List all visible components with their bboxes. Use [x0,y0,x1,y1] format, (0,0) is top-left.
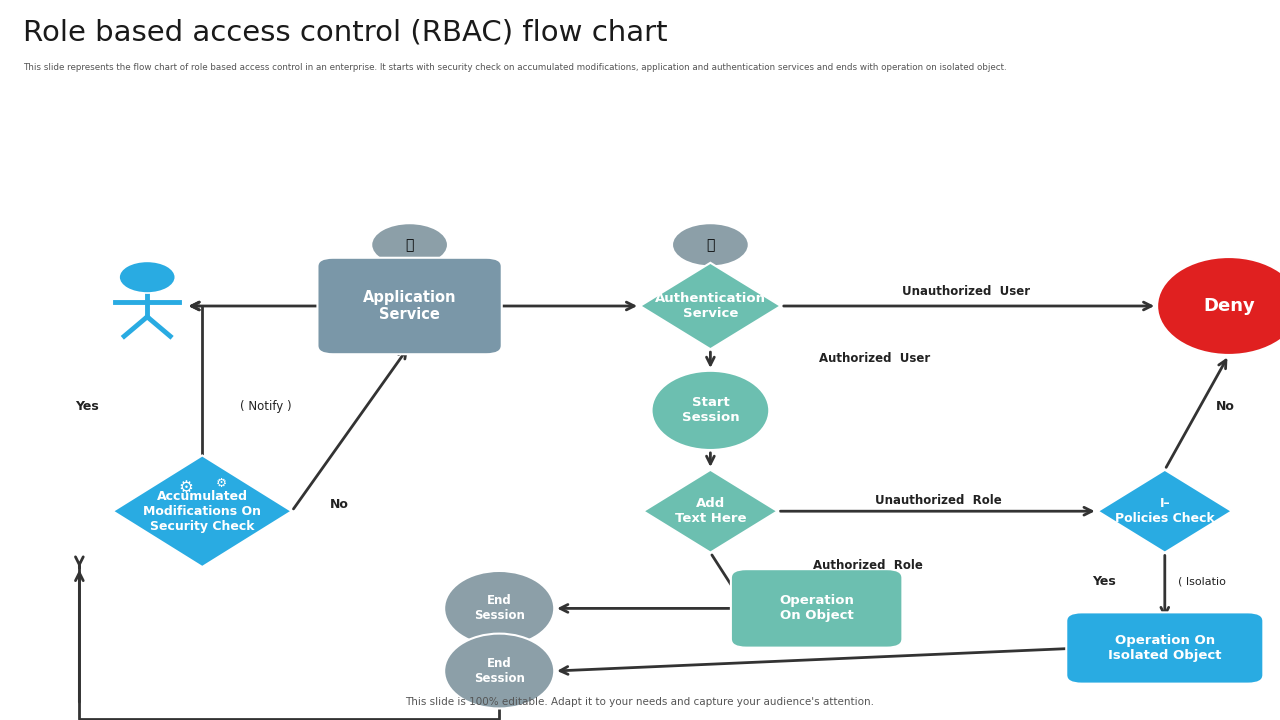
Text: Yes: Yes [76,400,99,413]
Polygon shape [644,470,778,553]
Text: End
Session: End Session [474,595,525,622]
Text: Operation On
Isolated Object: Operation On Isolated Object [1108,634,1221,662]
Text: ⚙: ⚙ [216,477,227,490]
FancyBboxPatch shape [731,569,902,648]
Text: Authorized  User: Authorized User [819,352,931,365]
Text: Deny: Deny [1203,297,1254,315]
Text: Start
Session: Start Session [681,397,740,424]
Text: ⚙: ⚙ [178,480,193,497]
Ellipse shape [444,634,554,708]
Text: Unauthorized  Role: Unauthorized Role [874,494,1002,507]
Text: This slide represents the flow chart of role based access control in an enterpri: This slide represents the flow chart of … [23,63,1006,73]
Text: Add
Text Here: Add Text Here [675,498,746,525]
FancyBboxPatch shape [317,258,502,354]
Text: Yes: Yes [1092,575,1116,588]
Circle shape [672,223,749,266]
Text: End
Session: End Session [474,657,525,685]
Circle shape [119,261,175,293]
Polygon shape [640,263,781,349]
Text: ( Isolatio: ( Isolatio [1178,577,1225,587]
Circle shape [371,223,448,266]
Text: ( Notify ): ( Notify ) [241,400,292,413]
Ellipse shape [1157,257,1280,355]
Text: This slide is 100% editable. Adapt it to your needs and capture your audience's : This slide is 100% editable. Adapt it to… [406,697,874,707]
Text: Unauthorized  User: Unauthorized User [902,285,1030,298]
Ellipse shape [652,371,769,450]
Text: 👤: 👤 [707,238,714,252]
Text: Accumulated
Modifications On
Security Check: Accumulated Modifications On Security Ch… [143,490,261,533]
Ellipse shape [444,571,554,646]
Text: Authorized  Role: Authorized Role [813,559,923,572]
Text: 🖥: 🖥 [406,238,413,252]
Polygon shape [113,455,292,567]
Text: I–
Policies Check: I– Policies Check [1115,498,1215,525]
Text: Operation
On Object: Operation On Object [780,595,854,622]
Text: No: No [330,498,349,510]
Text: No: No [1216,400,1235,413]
FancyBboxPatch shape [1066,612,1263,684]
Text: Authentication
Service: Authentication Service [655,292,765,320]
Text: Role based access control (RBAC) flow chart: Role based access control (RBAC) flow ch… [23,18,668,46]
Text: Application
Service: Application Service [362,290,457,323]
Polygon shape [1098,470,1231,553]
